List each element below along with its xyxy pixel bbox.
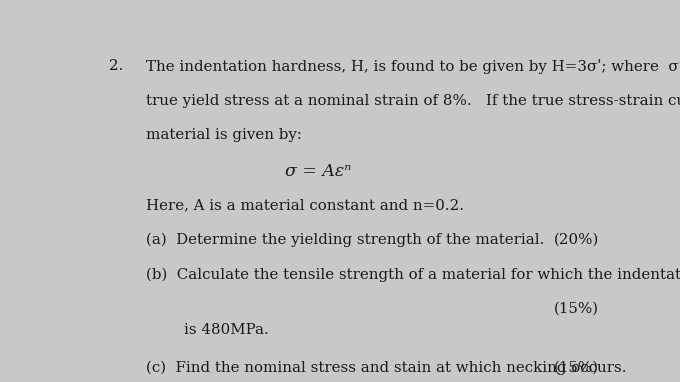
Text: (15%): (15%) — [554, 302, 599, 316]
Text: (15%): (15%) — [554, 361, 599, 375]
Text: σ = Aεⁿ: σ = Aεⁿ — [286, 163, 352, 180]
Text: (20%): (20%) — [554, 233, 599, 247]
Text: material is given by:: material is given by: — [146, 128, 301, 142]
Text: 2.: 2. — [109, 59, 123, 73]
Text: (b)  Calculate the tensile strength of a material for which the indentation hard: (b) Calculate the tensile strength of a … — [146, 267, 680, 282]
Text: (a)  Determine the yielding strength of the material.: (a) Determine the yielding strength of t… — [146, 233, 544, 247]
Text: (c)  Find the nominal stress and stain at which necking occurs.: (c) Find the nominal stress and stain at… — [146, 361, 626, 376]
Text: true yield stress at a nominal strain of 8%.   If the true stress-strain curve o: true yield stress at a nominal strain of… — [146, 94, 680, 108]
Text: Here, A is a material constant and n=0.2.: Here, A is a material constant and n=0.2… — [146, 198, 464, 212]
Text: The indentation hardness, H, is found to be given by H=3σʹ; where  σʹ  is the: The indentation hardness, H, is found to… — [146, 59, 680, 74]
Text: is 480MPa.: is 480MPa. — [146, 323, 269, 337]
